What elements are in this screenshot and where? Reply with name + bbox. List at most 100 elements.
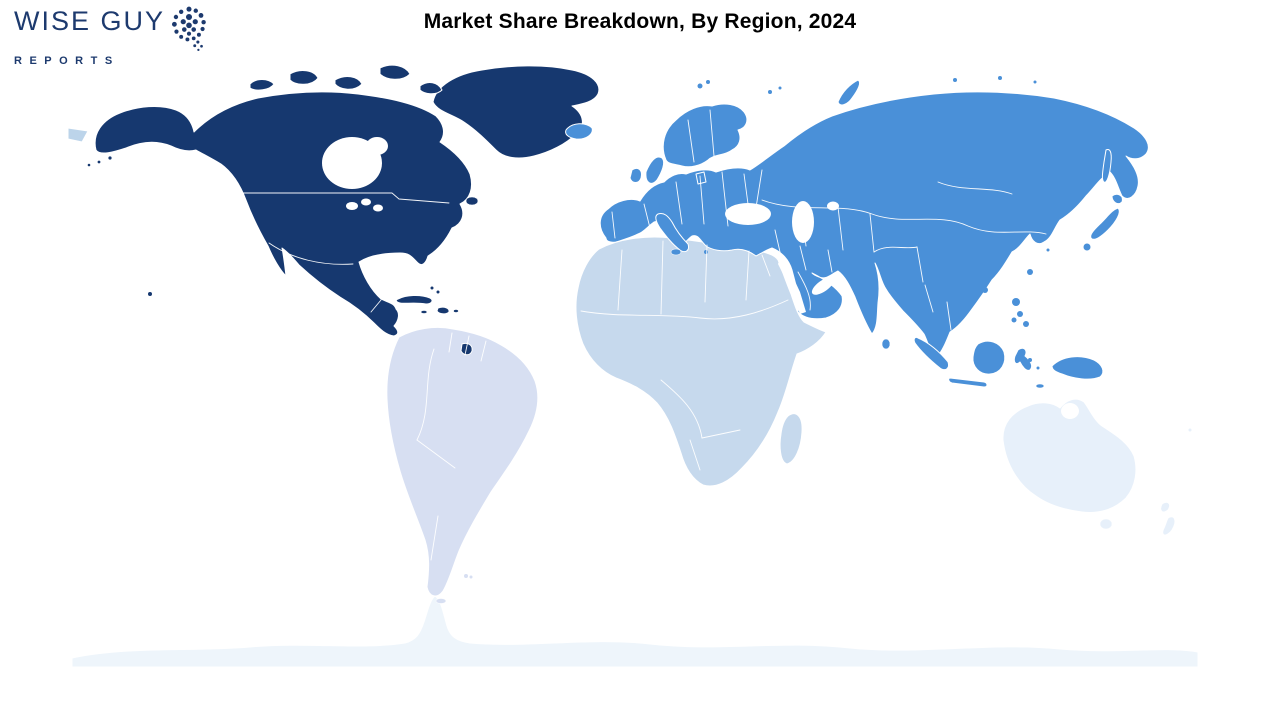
arctic-island <box>334 76 363 90</box>
region-north-america <box>87 64 600 356</box>
kuril-island <box>1126 163 1130 167</box>
italy <box>655 213 689 253</box>
logo: WISE GUY REPORTS <box>14 6 210 67</box>
moluccas <box>1036 366 1040 370</box>
country-borders <box>211 109 1047 561</box>
border-sahel <box>580 299 789 320</box>
aleutian-island <box>87 163 91 167</box>
taiwan <box>1027 269 1033 275</box>
border-iberia <box>611 211 616 239</box>
border-brazil-west <box>416 348 435 441</box>
border-china-india <box>873 246 918 253</box>
arctic-island <box>768 90 772 94</box>
border-middle-east <box>761 229 833 311</box>
region-eurasia <box>565 76 1149 389</box>
border-indochina <box>924 284 952 331</box>
falkland-islands <box>469 575 473 579</box>
border-north-africa <box>617 240 750 315</box>
borneo <box>972 340 1006 375</box>
arctic-island <box>778 86 782 90</box>
puerto-rico <box>453 309 459 313</box>
denmark <box>695 171 707 185</box>
new-zealand-south <box>1162 516 1176 536</box>
chart-title: Market Share Breakdown, By Region, 2024 <box>423 10 857 33</box>
border-scandinavia <box>687 109 715 163</box>
arctic-island <box>1033 80 1037 84</box>
new-zealand-north <box>1160 501 1171 513</box>
bahamas <box>430 286 434 290</box>
great-lake <box>361 198 371 206</box>
falkland-islands <box>464 574 468 578</box>
africa-mainland <box>575 236 827 487</box>
hainan <box>982 287 988 293</box>
border-argentina-chile <box>430 515 439 561</box>
svalbard <box>697 83 703 89</box>
gulf-of-carpentaria <box>1061 403 1079 419</box>
region-antarctica <box>71 595 1199 668</box>
philippines <box>1023 321 1029 327</box>
border-india-myanmar <box>916 246 924 283</box>
new-guinea <box>1051 356 1104 380</box>
persian-gulf <box>811 277 835 295</box>
philippines <box>1012 298 1020 306</box>
hudson-bay <box>322 137 382 189</box>
arctic-island <box>953 78 957 82</box>
arctic-island <box>998 76 1002 80</box>
svalbard <box>706 80 710 84</box>
philippines <box>1011 317 1017 323</box>
south-america-mainland <box>386 326 539 597</box>
border-western-europe <box>643 171 749 229</box>
novaya-zemlya <box>837 79 861 106</box>
timor <box>1035 383 1045 389</box>
australia <box>1002 398 1137 513</box>
aleutian-island <box>108 156 112 160</box>
red-sea <box>778 258 806 314</box>
pacific-island <box>1188 428 1192 432</box>
region-misc-islands <box>67 127 89 143</box>
great-lake <box>373 204 383 212</box>
region-africa <box>575 236 827 487</box>
logo-head-dots-icon <box>172 6 206 52</box>
tasmania <box>1099 518 1113 530</box>
border-mongolia <box>937 181 1013 195</box>
arctic-island <box>379 64 411 80</box>
region-south-america <box>386 326 539 604</box>
bering-islands <box>67 127 89 143</box>
greenland <box>432 65 600 159</box>
border-guianas <box>448 332 487 362</box>
moluccas <box>1028 358 1032 362</box>
great-lake <box>346 202 358 210</box>
madagascar <box>779 413 803 465</box>
java <box>948 377 988 388</box>
border-central-asia <box>801 206 875 253</box>
ireland <box>629 167 642 183</box>
sulawesi <box>1013 347 1033 371</box>
hispaniola <box>436 306 450 315</box>
iceland <box>565 123 593 140</box>
philippines <box>1017 311 1023 317</box>
scandinavia <box>662 103 748 168</box>
border-us-canada <box>211 192 450 204</box>
border-us-mexico <box>268 242 354 265</box>
sumatra <box>913 336 949 371</box>
border-russia-south <box>761 199 1047 235</box>
sri-lanka <box>881 338 891 350</box>
arctic-island <box>289 70 319 85</box>
japan-kyushu <box>1083 243 1091 251</box>
united-kingdom <box>645 156 665 184</box>
bahamas <box>436 290 440 294</box>
jamaica <box>420 310 428 314</box>
arctic-island <box>249 79 275 91</box>
newfoundland <box>465 196 479 206</box>
tierra-del-fuego <box>435 598 447 604</box>
border-central-africa <box>660 379 703 439</box>
arctic-island <box>419 82 443 95</box>
cuba <box>395 295 433 305</box>
aral-sea <box>827 201 839 211</box>
kuril-island <box>1118 173 1122 177</box>
border-central-america <box>370 299 382 313</box>
logo-subtitle: REPORTS <box>14 55 120 67</box>
hawaii <box>148 292 152 296</box>
